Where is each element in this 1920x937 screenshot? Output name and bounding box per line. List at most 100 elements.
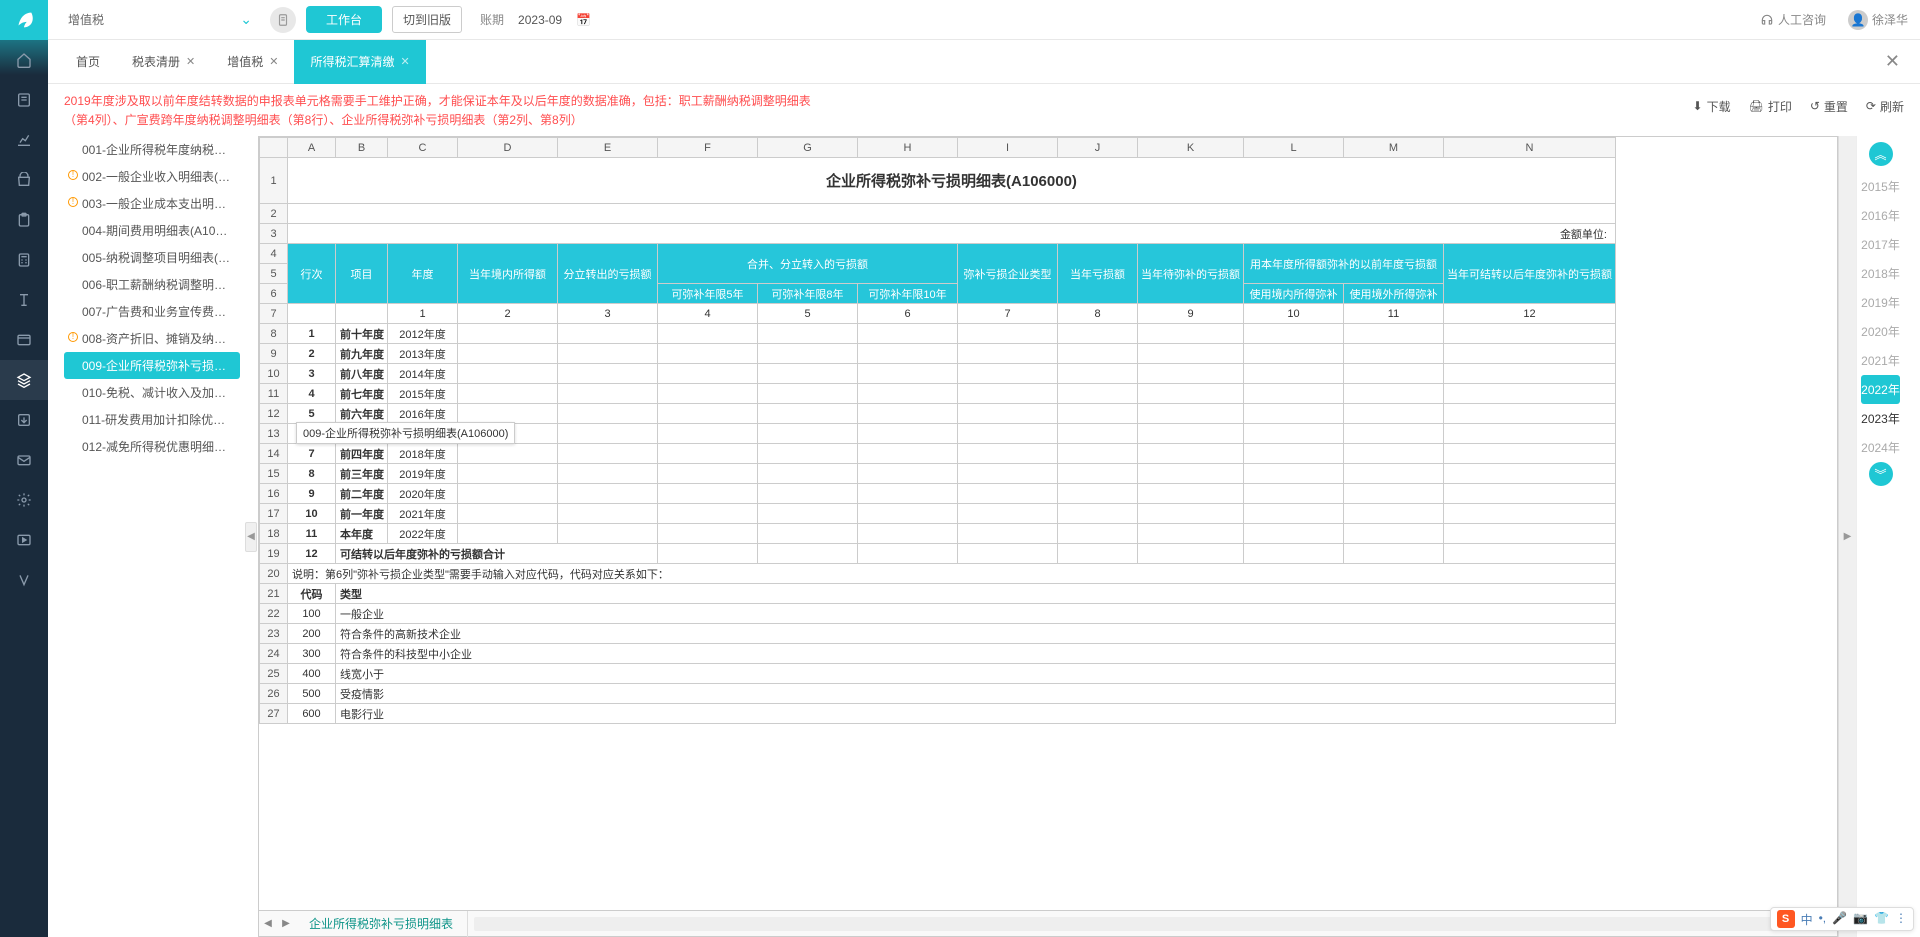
ime-item-1[interactable]: •, bbox=[1819, 911, 1827, 928]
cell[interactable] bbox=[1444, 544, 1616, 564]
cell[interactable]: 2016年度 bbox=[388, 404, 458, 424]
cell[interactable]: 5 bbox=[758, 304, 858, 324]
print-button[interactable]: 🖨打印 bbox=[1749, 98, 1792, 115]
cell[interactable] bbox=[658, 324, 758, 344]
ime-item-0[interactable]: 中 bbox=[1801, 911, 1813, 928]
cell[interactable] bbox=[1344, 404, 1444, 424]
year-up-button[interactable]: ︽ bbox=[1869, 142, 1893, 166]
cell[interactable] bbox=[558, 464, 658, 484]
cell[interactable] bbox=[1138, 444, 1244, 464]
cell[interactable] bbox=[1344, 324, 1444, 344]
cell[interactable] bbox=[1058, 404, 1138, 424]
cell[interactable]: 2021年度 bbox=[388, 504, 458, 524]
cell[interactable] bbox=[858, 404, 958, 424]
col-header[interactable]: 16 bbox=[260, 484, 288, 504]
cell[interactable] bbox=[758, 404, 858, 424]
cell[interactable] bbox=[1244, 424, 1344, 444]
cell[interactable]: 符合条件的高新技术企业 bbox=[336, 624, 1616, 644]
cell[interactable] bbox=[288, 304, 336, 324]
cell[interactable]: 当年待弥补的亏损额 bbox=[1138, 244, 1244, 304]
cell[interactable] bbox=[858, 544, 958, 564]
cell[interactable]: 300 bbox=[288, 644, 336, 664]
nav-export-icon[interactable] bbox=[0, 400, 48, 440]
cell[interactable] bbox=[1444, 424, 1616, 444]
cell[interactable] bbox=[458, 484, 558, 504]
form-item-6[interactable]: 007-广告费和业务宣传费跨... bbox=[64, 298, 240, 325]
tab-1[interactable]: 税表清册✕ bbox=[116, 40, 211, 84]
cell[interactable] bbox=[658, 504, 758, 524]
cell[interactable] bbox=[1344, 364, 1444, 384]
cell[interactable]: 前六年度 bbox=[336, 404, 388, 424]
cell[interactable]: 电影行业 bbox=[336, 704, 1616, 724]
cell[interactable] bbox=[958, 364, 1058, 384]
year-2018年[interactable]: 2018年 bbox=[1861, 259, 1900, 288]
cell[interactable]: 项目 bbox=[336, 244, 388, 304]
cell[interactable]: 说明：第6列"弥补亏损企业类型"需要手动输入对应代码，代码对应关系如下： bbox=[288, 564, 1616, 584]
cell[interactable]: 弥补亏损企业类型 bbox=[958, 244, 1058, 304]
ime-item-5[interactable]: ⋮ bbox=[1895, 911, 1907, 928]
cell[interactable] bbox=[558, 484, 658, 504]
cell[interactable] bbox=[458, 504, 558, 524]
nav-calc-icon[interactable] bbox=[0, 240, 48, 280]
cell[interactable]: 前十年度 bbox=[336, 324, 388, 344]
cell[interactable]: 8 bbox=[1058, 304, 1138, 324]
col-header[interactable]: 23 bbox=[260, 624, 288, 644]
cell[interactable] bbox=[958, 464, 1058, 484]
circle-action-button[interactable] bbox=[270, 7, 296, 33]
cell[interactable]: 4 bbox=[658, 304, 758, 324]
cell[interactable]: 金额单位: bbox=[288, 224, 1616, 244]
col-header[interactable]: I bbox=[958, 138, 1058, 158]
cell[interactable]: 1 bbox=[388, 304, 458, 324]
cell[interactable] bbox=[758, 344, 858, 364]
cell[interactable] bbox=[1138, 464, 1244, 484]
cell[interactable] bbox=[1444, 384, 1616, 404]
cell[interactable] bbox=[288, 204, 1616, 224]
cell[interactable] bbox=[1344, 524, 1444, 544]
cell[interactable]: 9 bbox=[288, 484, 336, 504]
cell[interactable] bbox=[958, 404, 1058, 424]
col-header[interactable]: A bbox=[288, 138, 336, 158]
nav-mail-icon[interactable] bbox=[0, 440, 48, 480]
col-header[interactable]: 2 bbox=[260, 204, 288, 224]
cell[interactable] bbox=[658, 444, 758, 464]
col-header[interactable]: 22 bbox=[260, 604, 288, 624]
cell[interactable] bbox=[958, 484, 1058, 504]
year-2017年[interactable]: 2017年 bbox=[1861, 230, 1900, 259]
cell[interactable] bbox=[758, 544, 858, 564]
cell[interactable]: 10 bbox=[288, 504, 336, 524]
col-header[interactable]: G bbox=[758, 138, 858, 158]
form-item-11[interactable]: 012-减免所得税优惠明细表(... bbox=[64, 433, 240, 460]
nav-settings-icon[interactable] bbox=[0, 480, 48, 520]
cell[interactable] bbox=[1138, 384, 1244, 404]
cell[interactable]: 可弥补年限10年 bbox=[858, 284, 958, 304]
col-header[interactable]: 8 bbox=[260, 324, 288, 344]
cell[interactable] bbox=[458, 444, 558, 464]
cell[interactable]: 2 bbox=[458, 304, 558, 324]
cell[interactable]: 11 bbox=[288, 524, 336, 544]
cell[interactable] bbox=[1058, 324, 1138, 344]
user-menu[interactable]: 👤 徐泽华 bbox=[1848, 10, 1908, 30]
cell[interactable]: 类型 bbox=[336, 584, 1616, 604]
col-header[interactable] bbox=[260, 138, 288, 158]
cell[interactable]: 5 bbox=[288, 404, 336, 424]
cell[interactable] bbox=[1058, 464, 1138, 484]
cell[interactable] bbox=[858, 524, 958, 544]
cell[interactable]: 使用境外所得弥补 bbox=[1344, 284, 1444, 304]
cell[interactable]: 500 bbox=[288, 684, 336, 704]
col-header[interactable]: 1 bbox=[260, 158, 288, 204]
cell[interactable] bbox=[458, 364, 558, 384]
col-header[interactable]: 12 bbox=[260, 404, 288, 424]
cell[interactable] bbox=[1244, 344, 1344, 364]
cell[interactable]: 2018年度 bbox=[388, 444, 458, 464]
col-header[interactable]: 5 bbox=[260, 264, 288, 284]
cell[interactable]: 前四年度 bbox=[336, 444, 388, 464]
cell[interactable]: 400 bbox=[288, 664, 336, 684]
form-item-10[interactable]: 011-研发费用加计扣除优惠... bbox=[64, 406, 240, 433]
calendar-icon[interactable]: 📅 bbox=[576, 13, 591, 27]
year-2019年[interactable]: 2019年 bbox=[1861, 288, 1900, 317]
cell[interactable] bbox=[1344, 424, 1444, 444]
cell[interactable]: 可弥补年限8年 bbox=[758, 284, 858, 304]
cell[interactable] bbox=[1244, 484, 1344, 504]
cell[interactable] bbox=[1244, 464, 1344, 484]
cell[interactable] bbox=[558, 524, 658, 544]
